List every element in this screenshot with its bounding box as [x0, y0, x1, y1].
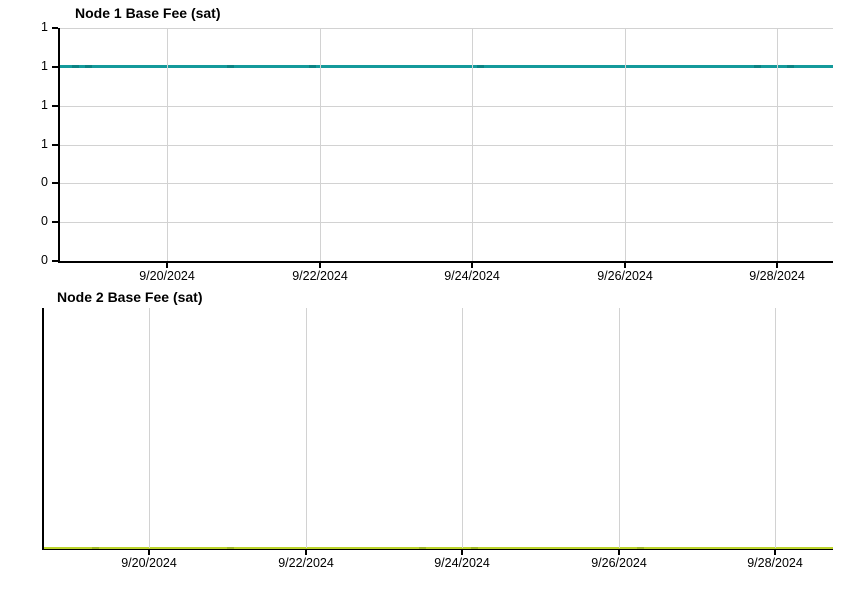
gridline-h: [60, 222, 833, 223]
x-axis-tick: [305, 550, 307, 555]
y-tick-label: 1: [41, 59, 48, 73]
y-axis-tick: [52, 27, 58, 29]
y-axis-tick: [52, 144, 58, 146]
y-tick-label: 0: [41, 175, 48, 189]
y-tick-label: 1: [41, 98, 48, 112]
x-tick-label: 9/20/2024: [139, 269, 195, 283]
data-point-marker: [477, 65, 484, 68]
gridline-v: [462, 308, 463, 548]
x-tick-label: 9/22/2024: [292, 269, 348, 283]
y-axis-tick: [52, 260, 58, 262]
gridline-h: [60, 183, 833, 184]
y-tick-label: 1: [41, 20, 48, 34]
plot-area-node1: [58, 28, 833, 263]
data-point-marker: [92, 547, 99, 549]
data-point-marker: [227, 547, 234, 549]
x-axis-tick: [776, 263, 778, 268]
data-point-marker: [227, 65, 234, 68]
series-line-node2: [44, 547, 833, 549]
y-tick-label: 1: [41, 137, 48, 151]
y-tick-label: 0: [41, 253, 48, 267]
chart-title-node2: Node 2 Base Fee (sat): [57, 289, 203, 305]
series-line-node1: [60, 65, 833, 68]
data-point-marker: [637, 547, 644, 549]
x-axis-tick: [471, 263, 473, 268]
gridline-v: [167, 28, 168, 261]
x-tick-label: 9/26/2024: [591, 556, 647, 570]
chart-title-node1: Node 1 Base Fee (sat): [75, 5, 221, 21]
x-axis-tick: [461, 550, 463, 555]
x-axis-tick: [624, 263, 626, 268]
x-tick-label: 9/22/2024: [278, 556, 334, 570]
y-axis-tick: [52, 221, 58, 223]
x-tick-label: 9/28/2024: [749, 269, 805, 283]
data-point-marker: [419, 547, 426, 549]
gridline-v: [625, 28, 626, 261]
gridline-h: [60, 106, 833, 107]
x-axis-tick: [166, 263, 168, 268]
x-axis-tick: [618, 550, 620, 555]
gridline-v: [149, 308, 150, 548]
x-tick-label: 9/24/2024: [434, 556, 490, 570]
y-axis-tick: [52, 105, 58, 107]
data-point-marker: [72, 65, 79, 68]
x-axis-tick: [319, 263, 321, 268]
gridline-v: [619, 308, 620, 548]
gridline-v: [306, 308, 307, 548]
gridline-h: [60, 28, 833, 29]
gridline-v: [472, 28, 473, 261]
y-tick-label: 0: [41, 214, 48, 228]
x-tick-label: 9/20/2024: [121, 556, 177, 570]
x-tick-label: 9/28/2024: [747, 556, 803, 570]
data-point-marker: [309, 65, 316, 68]
y-axis-tick: [52, 182, 58, 184]
x-axis-tick: [148, 550, 150, 555]
y-axis-tick: [52, 66, 58, 68]
data-point-marker: [471, 547, 478, 549]
gridline-v: [320, 28, 321, 261]
x-tick-label: 9/24/2024: [444, 269, 500, 283]
data-point-marker: [754, 65, 761, 68]
gridline-h: [60, 145, 833, 146]
data-point-marker: [787, 65, 794, 68]
x-tick-label: 9/26/2024: [597, 269, 653, 283]
data-point-marker: [85, 65, 92, 68]
x-axis-tick: [774, 550, 776, 555]
gridline-v: [775, 308, 776, 548]
plot-area-node2: [42, 308, 833, 550]
gridline-v: [777, 28, 778, 261]
